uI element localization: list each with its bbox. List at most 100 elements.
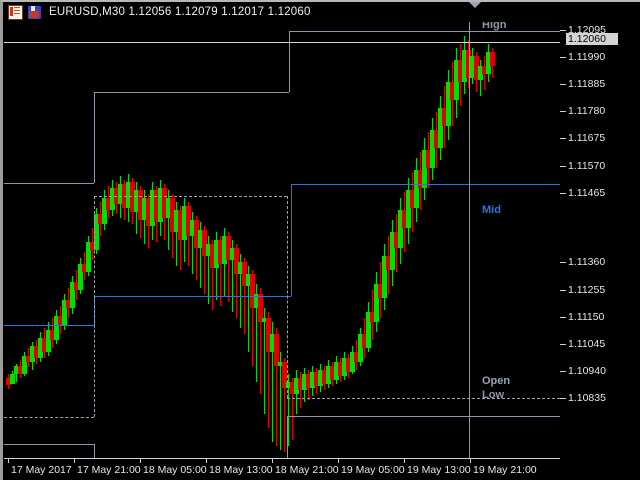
candle-wick xyxy=(232,240,233,312)
candle-body xyxy=(358,334,363,362)
candle-body xyxy=(186,206,191,236)
candle-body xyxy=(414,170,419,208)
price-tick: 1.10835 xyxy=(560,392,640,404)
candle-body xyxy=(198,230,203,248)
candle-body xyxy=(54,316,59,340)
price-tick: 1.11675 xyxy=(560,132,640,144)
chart-right-edge-divider xyxy=(469,22,470,459)
level-line-previous-day-mid xyxy=(291,183,560,185)
candle-body xyxy=(6,378,11,385)
price-tick-mark xyxy=(560,56,566,58)
price-axis[interactable]: 1.12095 1.11990 1.11885 1.11780 1.11675 1.115… xyxy=(560,2,640,459)
price-tick: 1.11045 xyxy=(560,338,640,350)
price-tick-label: 1.11990 xyxy=(568,51,606,63)
candle-body xyxy=(102,198,107,224)
candle-body xyxy=(118,184,123,204)
candle-body xyxy=(10,374,15,384)
level-label-open: Open xyxy=(482,375,511,387)
candle-wick xyxy=(284,358,285,452)
data-window-icon[interactable] xyxy=(8,4,23,20)
time-axis[interactable]: 17 May 2017 17 May 21:00 18 May 05:00 18 Ma… xyxy=(4,459,640,480)
time-tick-label: 19 May 21:00 xyxy=(473,464,537,476)
candle-body xyxy=(34,346,39,358)
candle-wick xyxy=(264,308,265,414)
price-tick-mark xyxy=(560,137,566,139)
current-price-tag: 1.12060 xyxy=(566,33,618,45)
candle-body xyxy=(338,362,343,376)
candle-body xyxy=(422,150,427,188)
candle-body xyxy=(90,242,95,250)
candle-body xyxy=(330,366,335,380)
period-separator-marker xyxy=(469,2,481,8)
price-tick-label: 1.10835 xyxy=(568,392,606,404)
candle-body xyxy=(182,206,187,240)
current-price-line xyxy=(4,41,560,43)
candle-body xyxy=(94,214,99,250)
level-line-previous-day-high-step xyxy=(289,30,290,92)
candle-body xyxy=(418,170,423,188)
candle-body xyxy=(246,274,251,286)
candle-body xyxy=(42,338,47,352)
price-tick-label: 1.11570 xyxy=(568,160,606,172)
candle-body xyxy=(482,66,487,74)
candle-body xyxy=(238,262,243,274)
candle-body xyxy=(14,366,19,374)
candle-body xyxy=(82,264,87,272)
candle-body xyxy=(354,352,359,362)
candle-wick xyxy=(236,244,237,318)
candle-body xyxy=(286,382,291,388)
candle-body xyxy=(218,240,223,264)
candle-wick xyxy=(252,270,253,366)
level-line-previous-day-open xyxy=(287,397,560,399)
candle-body xyxy=(362,334,367,348)
candle-body xyxy=(270,334,275,352)
level-line-previous-day-high-step xyxy=(94,91,95,184)
level-line-previous-day-high xyxy=(94,91,289,93)
candle-body xyxy=(322,370,327,384)
price-tick-label: 1.10940 xyxy=(568,365,606,377)
candle-body xyxy=(142,198,147,220)
candle-body xyxy=(366,312,371,348)
candle-body xyxy=(478,66,483,80)
candle-body xyxy=(166,198,171,218)
candle-wick xyxy=(300,372,301,408)
price-tick: 1.10940 xyxy=(560,365,640,377)
time-tick-label: 18 May 21:00 xyxy=(275,464,339,476)
candle-body xyxy=(442,108,447,126)
level-line-previous-day-open xyxy=(4,416,94,418)
level-line-previous-day-low-step xyxy=(287,415,288,459)
candle-wick xyxy=(176,202,177,266)
candle-body xyxy=(66,300,71,308)
price-tick-mark xyxy=(560,343,566,345)
candle-wick xyxy=(260,288,261,394)
time-tick-label: 19 May 05:00 xyxy=(341,464,405,476)
level-line-previous-day-low-step xyxy=(94,444,95,459)
candle-body xyxy=(262,318,267,322)
candle-body xyxy=(490,52,495,66)
candle-body xyxy=(334,362,339,380)
price-tick-label: 1.11780 xyxy=(568,105,606,117)
chart-plot-area[interactable] xyxy=(4,22,560,459)
price-tick: 1.11150 xyxy=(560,311,640,323)
candle-wick xyxy=(292,378,293,440)
candle-body xyxy=(206,244,211,256)
candle-body xyxy=(390,232,395,270)
candle-body xyxy=(254,294,259,308)
candle-body xyxy=(78,264,83,290)
candle-body xyxy=(486,52,491,74)
price-tick: 1.11465 xyxy=(560,187,640,199)
candle-body xyxy=(374,284,379,322)
candle-body xyxy=(174,210,179,232)
candle-body xyxy=(402,210,407,228)
price-tick-mark xyxy=(560,261,566,263)
price-tick-mark xyxy=(560,289,566,291)
price-tick: 1.11570 xyxy=(560,160,640,172)
level-line-previous-day-open xyxy=(94,196,287,198)
market-book-icon[interactable] xyxy=(28,5,41,19)
candle-body xyxy=(314,372,319,386)
price-tick-label: 1.11255 xyxy=(568,284,606,296)
candle-body xyxy=(462,50,467,82)
candle-wick xyxy=(280,352,281,450)
candle-body xyxy=(46,330,51,352)
candle-wick xyxy=(208,236,209,304)
